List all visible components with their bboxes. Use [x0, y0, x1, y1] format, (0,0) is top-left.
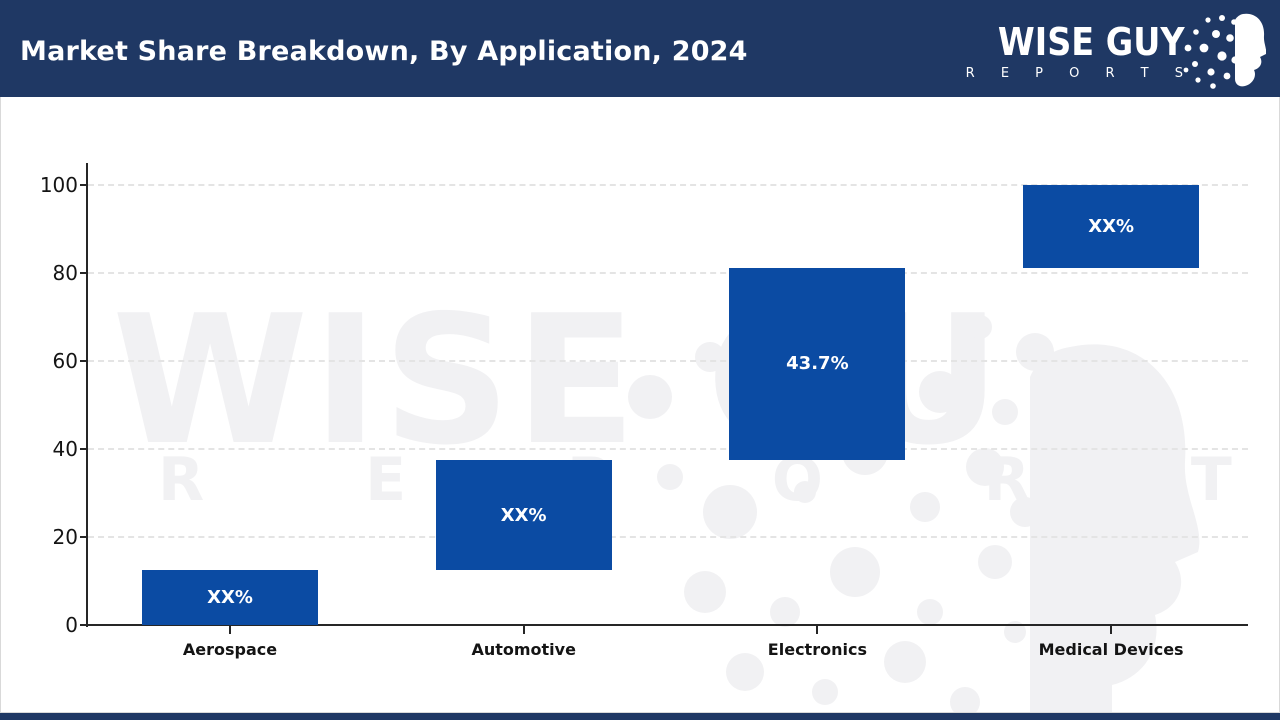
brand-head-icon [1183, 13, 1266, 89]
y-tick-0 [80, 624, 88, 626]
bar-medical-devices: XX% [1023, 185, 1200, 268]
y-tick-40 [80, 448, 88, 450]
y-axis-line [86, 163, 88, 627]
brand-logo: WISE GUY R E P O R T S [966, 6, 1266, 92]
y-tick-label: 80 [52, 261, 78, 285]
bar-automotive: XX% [435, 460, 612, 570]
bar-value-label: 43.7% [786, 353, 849, 375]
gridline-20 [88, 536, 1248, 538]
y-tick-80 [80, 272, 88, 274]
y-tick-label: 60 [52, 349, 78, 373]
x-axis-line [86, 624, 1248, 626]
gridline-100 [88, 184, 1248, 186]
header-bar: Market Share Breakdown, By Application, … [0, 0, 1280, 97]
bar-value-label: XX% [1088, 215, 1134, 237]
y-tick-label: 0 [65, 613, 78, 637]
x-category-label: Electronics [767, 640, 867, 659]
x-category-label: Aerospace [182, 640, 278, 659]
gridline-80 [88, 272, 1248, 274]
chart-title: Market Share Breakdown, By Application, … [20, 36, 748, 67]
x-tick-3 [1110, 626, 1113, 634]
x-category-label: Medical Devices [1038, 640, 1184, 659]
x-tick-1 [522, 626, 525, 634]
bar-value-label: XX% [207, 587, 253, 608]
y-tick-label: 20 [52, 525, 78, 549]
x-tick-0 [229, 626, 231, 634]
gridline-40 [88, 448, 1248, 450]
y-tick-60 [80, 360, 88, 362]
bar-aerospace: XX% [142, 570, 318, 625]
x-category-label: Automotive [471, 640, 576, 659]
bar-value-label: XX% [500, 504, 547, 526]
x-tick-2 [816, 626, 819, 634]
y-tick-20 [80, 536, 88, 538]
y-tick-label: 40 [52, 437, 78, 461]
brand-subtitle: R E P O R T S [965, 66, 1194, 81]
brand-name: WISE GUY [997, 20, 1185, 64]
y-tick-label: 100 [39, 173, 78, 197]
gridline-60 [88, 360, 1248, 362]
brand-logo-text: WISE GUY R E P O R T S [960, 20, 1194, 81]
y-tick-100 [80, 184, 88, 186]
bar-electronics: 43.7% [729, 267, 906, 460]
footer-bar [0, 713, 1280, 720]
